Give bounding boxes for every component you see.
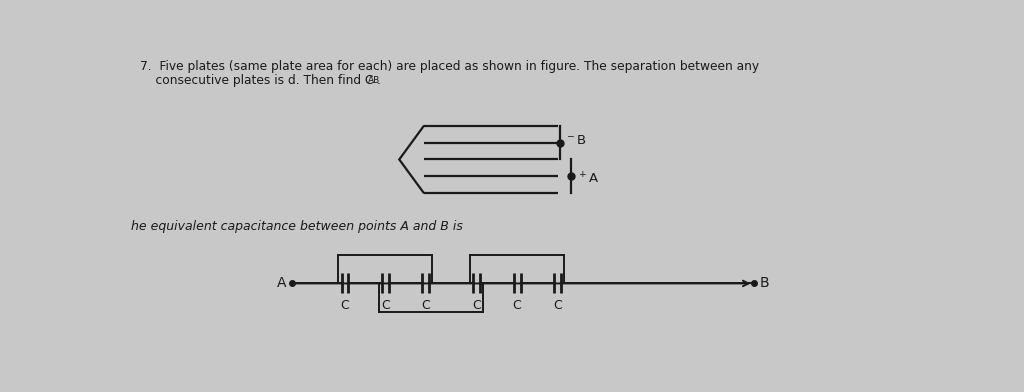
Text: A: A <box>276 276 286 290</box>
Text: C: C <box>513 299 521 312</box>
Text: $^+$A: $^+$A <box>577 171 599 186</box>
Text: B: B <box>760 276 769 290</box>
Text: AB: AB <box>369 76 381 85</box>
Text: C: C <box>472 299 481 312</box>
Text: he equivalent capacitance between points A and B is: he equivalent capacitance between points… <box>131 220 463 232</box>
Text: C: C <box>421 299 430 312</box>
Text: C: C <box>341 299 349 312</box>
Text: C: C <box>553 299 562 312</box>
Text: .: . <box>377 74 381 87</box>
Text: consecutive plates is d. Then find C: consecutive plates is d. Then find C <box>139 74 373 87</box>
Text: $^-$B: $^-$B <box>565 134 587 147</box>
Text: C: C <box>381 299 390 312</box>
Text: 7.  Five plates (same plate area for each) are placed as shown in figure. The se: 7. Five plates (same plate area for each… <box>139 60 759 73</box>
